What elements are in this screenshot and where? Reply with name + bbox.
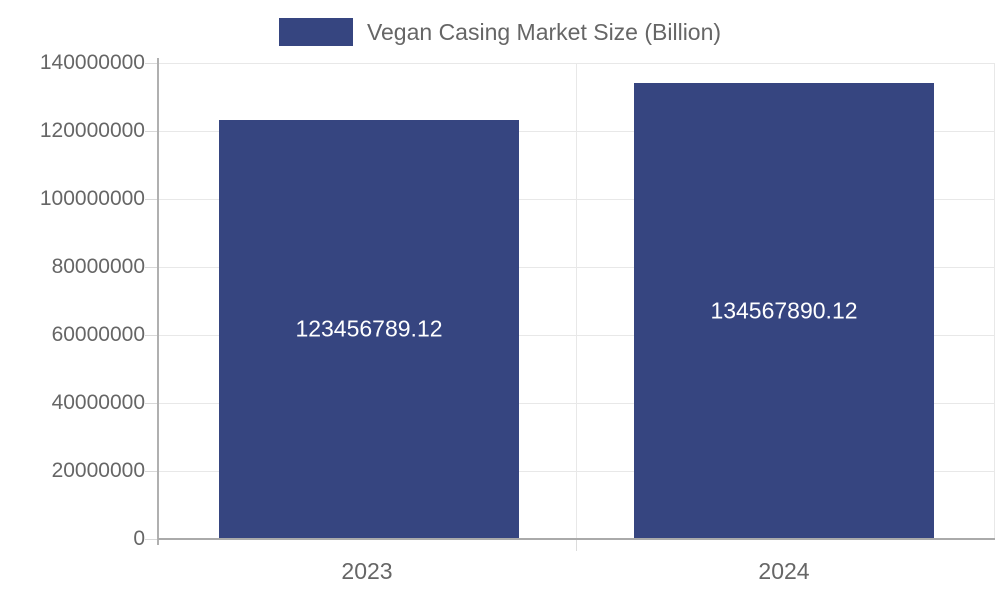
legend-color-swatch-icon xyxy=(278,18,353,46)
y-tick-label: 120000000 xyxy=(39,119,145,142)
y-tick-mark xyxy=(145,131,158,132)
y-tick-label: 100000000 xyxy=(39,187,145,210)
gridline-vertical xyxy=(576,63,577,539)
bar-2024[interactable]: 134567890.12 xyxy=(634,83,934,539)
bar-value-label: 134567890.12 xyxy=(710,297,858,324)
y-axis: 140000000 120000000 100000000 80000000 6… xyxy=(0,0,145,600)
y-tick-mark xyxy=(145,539,158,540)
plot-area: 123456789.12 134567890.12 xyxy=(158,63,995,539)
legend-item-label: Vegan Casing Market Size (Billion) xyxy=(366,18,722,45)
x-axis-line xyxy=(158,538,995,540)
x-axis-label-2024: 2024 xyxy=(758,558,810,584)
bar-2023[interactable]: 123456789.12 xyxy=(219,120,519,539)
y-tick-label: 80000000 xyxy=(51,255,145,278)
x-tick-mark xyxy=(576,540,577,551)
chart-legend: Vegan Casing Market Size (Billion) xyxy=(0,14,1000,50)
y-tick-mark xyxy=(145,199,158,200)
y-tick-label: 60000000 xyxy=(51,323,145,346)
y-tick-label: 20000000 xyxy=(51,459,145,482)
gridline-vertical xyxy=(994,63,995,539)
y-tick-mark xyxy=(145,403,158,404)
x-axis-label-2023: 2023 xyxy=(341,558,393,584)
y-tick-label: 140000000 xyxy=(39,51,145,74)
y-tick-label: 40000000 xyxy=(51,391,145,414)
y-tick-mark xyxy=(145,335,158,336)
y-tick-mark xyxy=(145,63,158,64)
legend-item-vegan-casing-market-size[interactable]: Vegan Casing Market Size (Billion) xyxy=(278,18,722,46)
y-axis-line xyxy=(157,58,159,545)
y-tick-mark xyxy=(145,471,158,472)
bar-value-label: 123456789.12 xyxy=(295,315,443,342)
y-tick-label: 0 xyxy=(133,527,145,550)
y-tick-mark xyxy=(145,267,158,268)
